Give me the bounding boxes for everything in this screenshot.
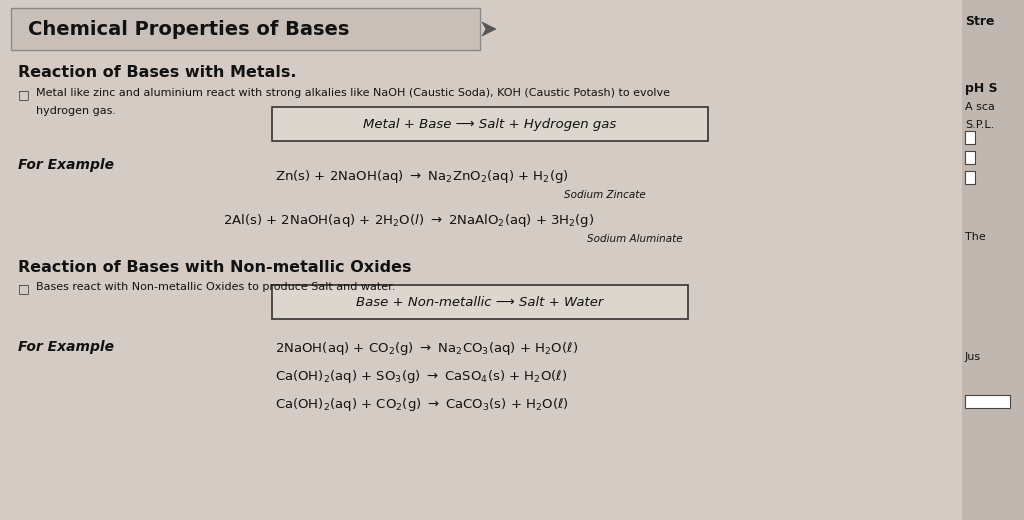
Text: hydrogen gas.: hydrogen gas. — [36, 106, 116, 116]
Text: Base + Non-metallic ⟶ Salt + Water: Base + Non-metallic ⟶ Salt + Water — [356, 295, 604, 308]
FancyBboxPatch shape — [272, 285, 688, 319]
Text: Reaction of Bases with Metals.: Reaction of Bases with Metals. — [18, 65, 297, 80]
Text: The: The — [965, 232, 986, 242]
Bar — [965, 395, 1010, 408]
Text: □: □ — [18, 282, 30, 295]
Text: Ca(OH)$_2$(aq) + CO$_2$(g) $\rightarrow$ CaCO$_3$(s) + H$_2$O($\ell$): Ca(OH)$_2$(aq) + CO$_2$(g) $\rightarrow$… — [275, 396, 569, 413]
Text: Bases react with Non-metallic Oxides to produce Salt and water.: Bases react with Non-metallic Oxides to … — [36, 282, 395, 292]
Text: □: □ — [18, 88, 30, 101]
FancyBboxPatch shape — [272, 107, 708, 141]
Text: Sodium Aluminate: Sodium Aluminate — [587, 234, 683, 244]
Text: Stre: Stre — [965, 15, 994, 28]
Text: For Example: For Example — [18, 340, 114, 354]
Text: Jus: Jus — [965, 352, 981, 362]
Text: Metal like zinc and aluminium react with strong alkalies like NaOH (Caustic Soda: Metal like zinc and aluminium react with… — [36, 88, 670, 98]
Text: pH S: pH S — [965, 82, 997, 95]
Bar — [965, 171, 975, 184]
Text: Zn(s) + 2NaOH(aq) $\rightarrow$ Na$_2$ZnO$_2$(aq) + H$_2$(g): Zn(s) + 2NaOH(aq) $\rightarrow$ Na$_2$Zn… — [275, 168, 568, 185]
Polygon shape — [482, 22, 496, 36]
Bar — [965, 151, 975, 164]
Text: A sca: A sca — [965, 102, 995, 112]
Text: S.P.L.: S.P.L. — [965, 120, 994, 130]
Text: Reaction of Bases with Non-metallic Oxides: Reaction of Bases with Non-metallic Oxid… — [18, 260, 412, 275]
FancyBboxPatch shape — [11, 8, 480, 50]
Text: Metal + Base ⟶ Salt + Hydrogen gas: Metal + Base ⟶ Salt + Hydrogen gas — [364, 118, 616, 131]
Text: Sodium Zincate: Sodium Zincate — [564, 190, 646, 200]
Bar — [962, 0, 1024, 520]
Bar — [965, 131, 975, 144]
Text: For Example: For Example — [18, 158, 114, 172]
Text: 2NaOH(aq) + CO$_2$(g) $\rightarrow$ Na$_2$CO$_3$(aq) + H$_2$O($\ell$): 2NaOH(aq) + CO$_2$(g) $\rightarrow$ Na$_… — [275, 340, 578, 357]
Text: Ca(OH)$_2$(aq) + SO$_3$(g) $\rightarrow$ CaSO$_4$(s) + H$_2$O($\ell$): Ca(OH)$_2$(aq) + SO$_3$(g) $\rightarrow$… — [275, 368, 567, 385]
Text: 2Al(s) + 2NaOH(aq) + 2H$_2$O($l$) $\rightarrow$ 2NaAlO$_2$(aq) + 3H$_2$(g): 2Al(s) + 2NaOH(aq) + 2H$_2$O($l$) $\righ… — [223, 212, 594, 229]
Text: Chemical Properties of Bases: Chemical Properties of Bases — [28, 20, 349, 38]
